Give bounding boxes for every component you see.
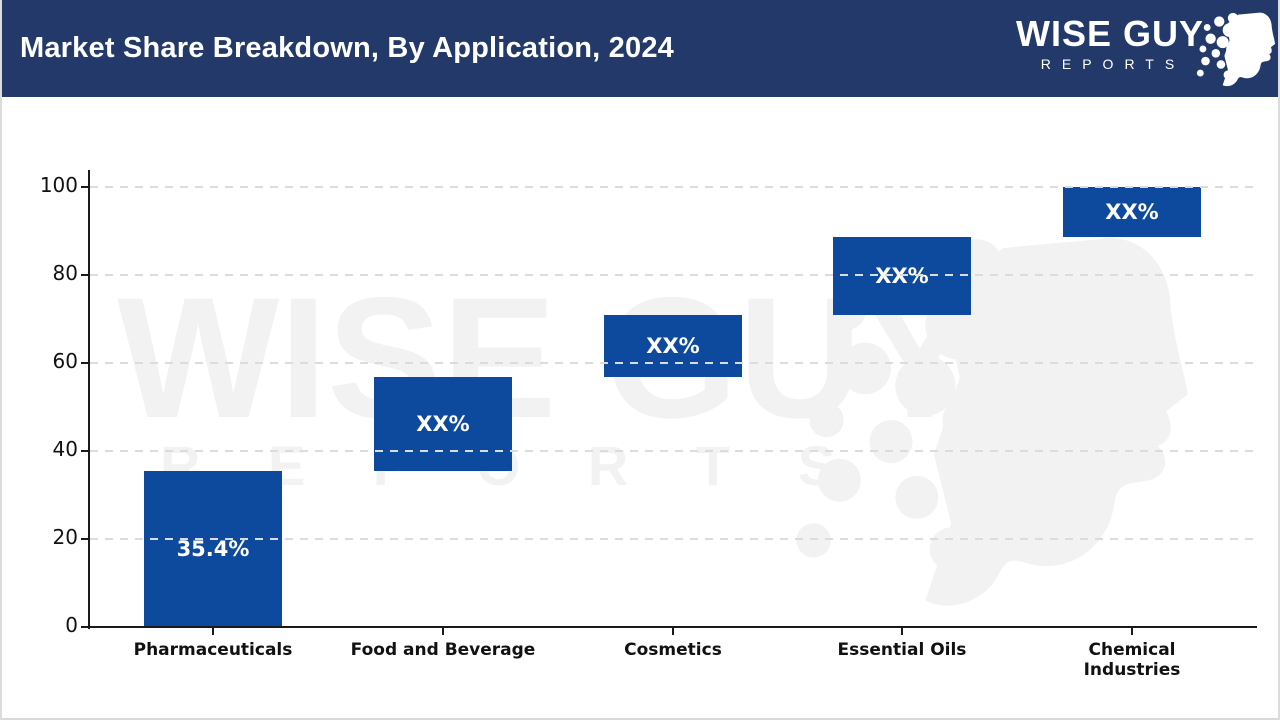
gridline bbox=[90, 274, 1257, 276]
y-tick-label: 100 bbox=[39, 173, 78, 197]
x-tick-mark bbox=[1131, 627, 1133, 635]
brand-logo-text: WISE GUY REPORTS bbox=[1016, 14, 1204, 72]
y-tick-mark bbox=[81, 186, 90, 188]
bar-segment: XX% bbox=[374, 377, 512, 472]
y-tick-mark bbox=[81, 538, 90, 540]
x-tick-mark bbox=[901, 627, 903, 635]
x-axis-label: Essential Oils bbox=[837, 640, 967, 660]
gridline bbox=[90, 362, 1257, 364]
bar-value-label: XX% bbox=[646, 334, 700, 359]
brand-face-icon bbox=[1196, 12, 1276, 87]
bar-segment: XX% bbox=[833, 237, 971, 316]
y-tick-label: 60 bbox=[52, 349, 78, 373]
watermark-face-logo bbox=[796, 238, 1188, 606]
y-tick-mark bbox=[81, 274, 90, 276]
bar-value-label: 35.4% bbox=[176, 537, 250, 562]
y-tick-mark bbox=[81, 450, 90, 452]
x-axis-label: Chemical Industries bbox=[1083, 640, 1181, 681]
x-tick-mark bbox=[672, 627, 674, 635]
gridline bbox=[90, 186, 1257, 188]
gridline bbox=[90, 538, 1257, 540]
brand-subname: REPORTS bbox=[1040, 55, 1186, 72]
x-axis-label: Pharmaceuticals bbox=[133, 640, 293, 660]
y-tick-label: 20 bbox=[52, 525, 78, 549]
y-tick-label: 80 bbox=[52, 261, 78, 285]
bar-value-label: XX% bbox=[875, 264, 929, 289]
bar-segment: XX% bbox=[1063, 187, 1201, 238]
x-tick-mark bbox=[442, 627, 444, 635]
bar-segment: 35.4% bbox=[144, 471, 282, 627]
x-axis-line bbox=[88, 626, 1257, 628]
y-axis-line bbox=[88, 170, 90, 629]
gridline bbox=[90, 450, 1257, 452]
x-axis-label: Cosmetics bbox=[624, 640, 722, 660]
chart-title: Market Share Breakdown, By Application, … bbox=[20, 32, 674, 64]
bar-value-label: XX% bbox=[416, 412, 470, 437]
brand-logo: WISE GUY REPORTS bbox=[1016, 0, 1276, 97]
header-bar: Market Share Breakdown, By Application, … bbox=[2, 0, 1278, 97]
y-tick-mark bbox=[81, 362, 90, 364]
y-tick-label: 0 bbox=[65, 613, 78, 637]
bar-segment: XX% bbox=[604, 315, 742, 378]
brand-name: WISE GUY bbox=[1015, 13, 1204, 54]
x-axis-label: Food and Beverage bbox=[350, 640, 536, 660]
x-tick-mark bbox=[212, 627, 214, 635]
bar-value-label: XX% bbox=[1105, 200, 1159, 225]
y-tick-mark bbox=[81, 626, 90, 628]
y-tick-label: 40 bbox=[52, 437, 78, 461]
